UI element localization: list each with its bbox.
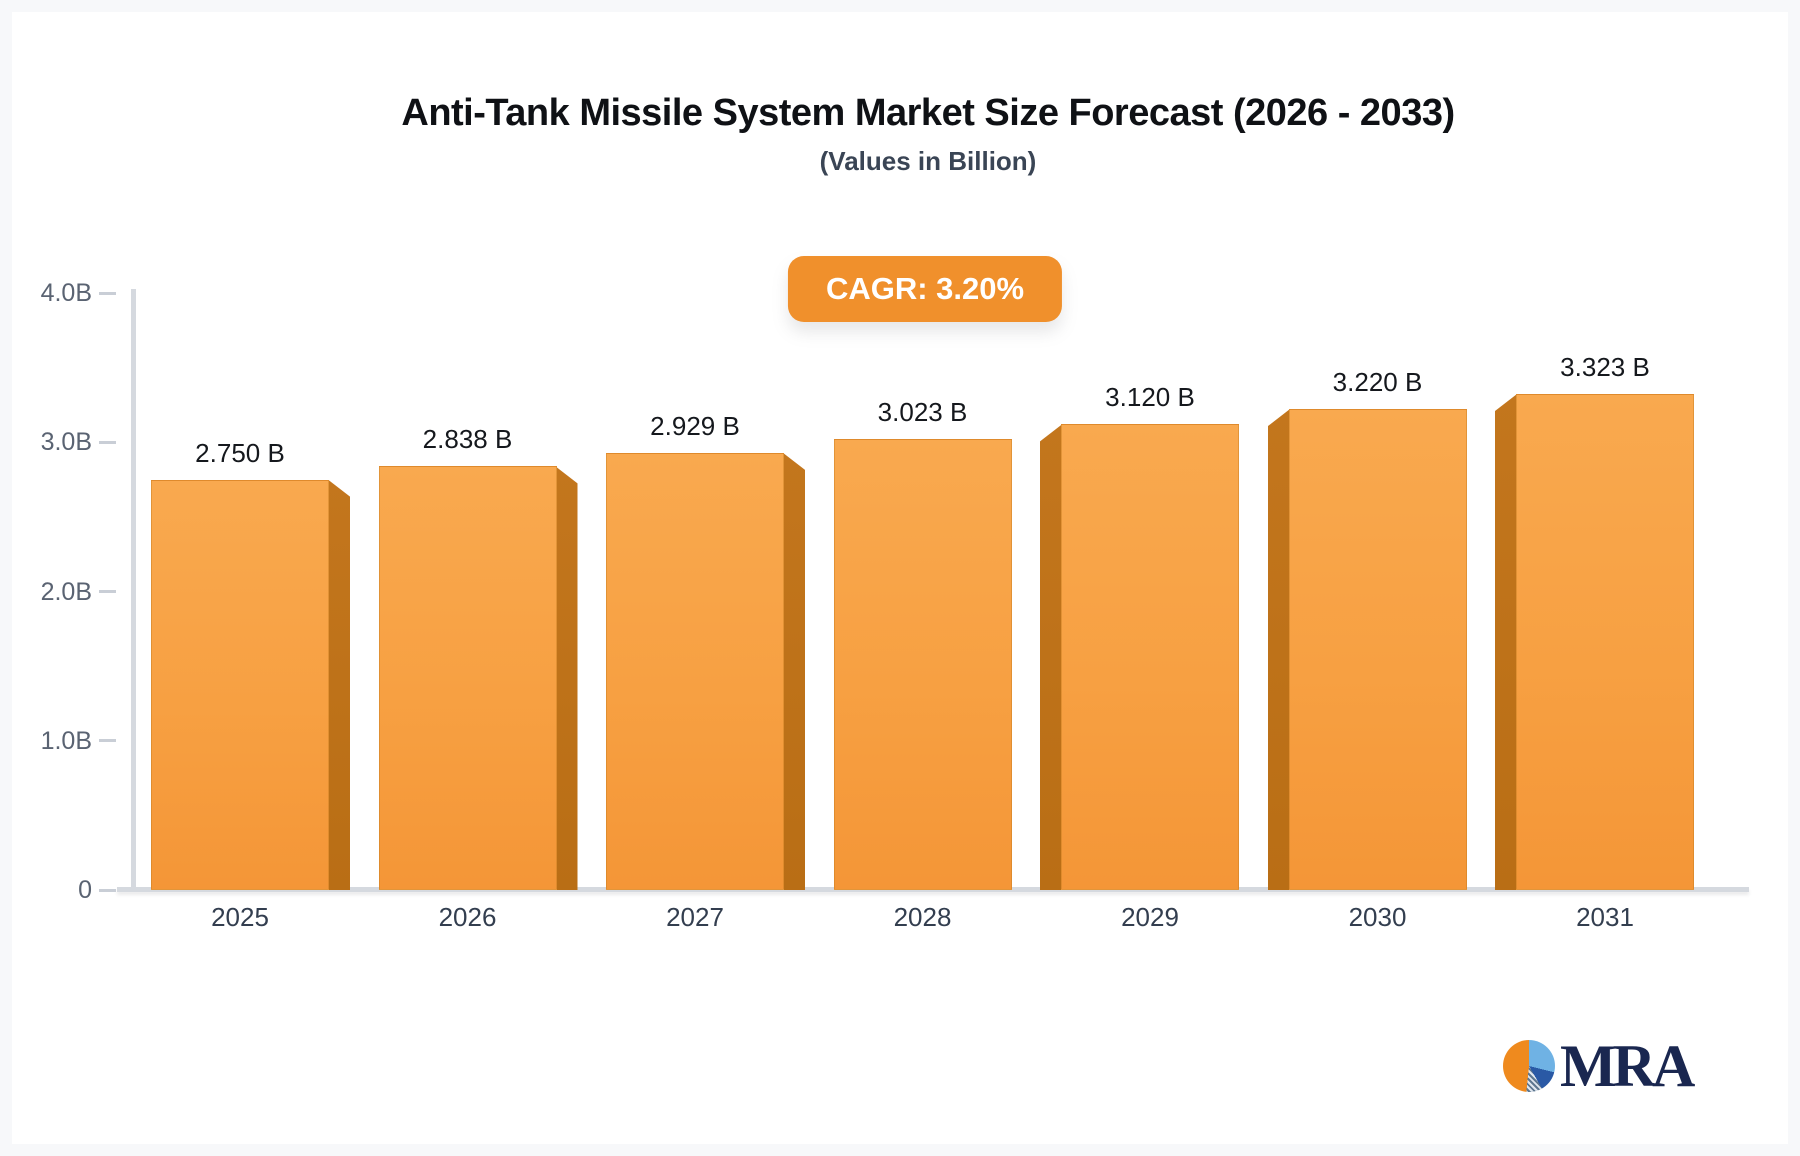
x-axis-label: 2025 <box>211 902 269 932</box>
bar-2028 <box>833 438 1012 890</box>
bar-2027 <box>606 452 784 890</box>
y-axis-tick-label: 3.0B <box>40 428 92 457</box>
bar-side-face-2026 <box>555 466 578 890</box>
y-axis-tick-mark <box>99 291 116 295</box>
x-axis-label: 2029 <box>1121 902 1179 932</box>
y-axis-tick-mark <box>99 888 116 892</box>
bar-2030 <box>1288 409 1467 890</box>
bar-value-label: 3.023 B <box>877 396 968 427</box>
y-axis-line <box>131 289 136 890</box>
bar-value-label: 2.838 B <box>422 424 513 455</box>
y-axis-tick-label: 2.0B <box>40 577 92 606</box>
y-axis-tick-mark <box>99 440 116 444</box>
logo-pie-icon <box>1503 1040 1555 1092</box>
bar-value-label: 3.120 B <box>1105 382 1195 413</box>
bar-value-label: 2.929 B <box>650 410 740 441</box>
bar-value-label: 2.750 B <box>195 437 285 468</box>
y-axis-tick-mark <box>99 739 116 743</box>
bar-2029 <box>1061 424 1239 890</box>
x-axis-label: 2026 <box>438 902 497 932</box>
bar-side-face-2030 <box>1267 409 1290 890</box>
bar-value-label: 3.220 B <box>1332 367 1423 398</box>
y-axis-tick-label: 0 <box>78 876 92 904</box>
chart-subtitle: (Values in Billion) <box>819 146 1037 176</box>
bar-side-face-2031 <box>1495 394 1517 890</box>
x-axis-label: 2030 <box>1348 902 1407 932</box>
bar-2031 <box>1516 394 1694 890</box>
cagr-badge: CAGR: 3.20% <box>787 256 1063 322</box>
bar-side-face-2029 <box>1040 424 1062 890</box>
x-axis-label: 2028 <box>893 902 952 932</box>
x-axis-label: 2031 <box>1576 902 1634 932</box>
logo-text: MRA <box>1560 1033 1695 1099</box>
y-axis-tick-label: 1.0B <box>40 726 92 755</box>
bar-side-face-2025 <box>328 479 350 890</box>
bar-2026 <box>378 466 557 890</box>
bar-value-label: 3.323 B <box>1560 352 1650 383</box>
chart-title: Anti-Tank Missile System Market Size For… <box>401 92 1455 134</box>
brand-logo: MRA <box>1503 1033 1695 1099</box>
y-axis-tick-mark <box>99 590 116 593</box>
bar-2025 <box>151 479 329 890</box>
x-axis-label: 2027 <box>666 902 724 932</box>
y-axis-tick-label: 4.0B <box>40 279 92 307</box>
bar-side-face-2027 <box>783 452 805 890</box>
